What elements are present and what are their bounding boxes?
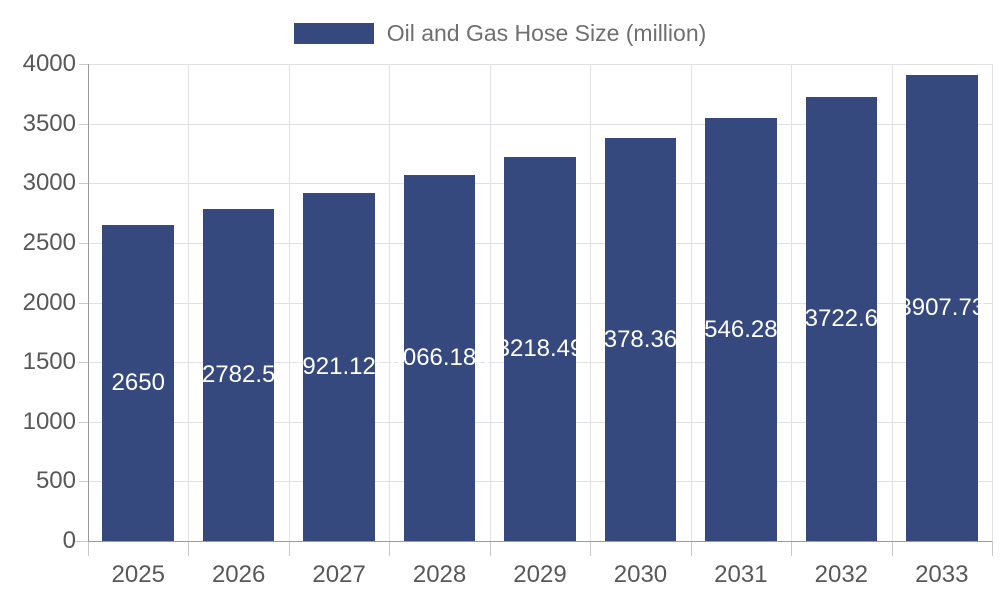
bar-value-label: 3546.287 bbox=[690, 315, 791, 343]
y-tick-label: 3000 bbox=[22, 169, 76, 197]
x-tick-mark bbox=[891, 541, 893, 556]
y-tick-mark bbox=[79, 242, 88, 244]
y-tick-mark bbox=[79, 481, 88, 483]
bar-value-label: 3907.73 bbox=[898, 294, 986, 321]
y-gridline bbox=[88, 123, 992, 125]
bar-2027[interactable] bbox=[303, 192, 375, 541]
bar-value-label: 2782.5 bbox=[201, 361, 276, 389]
x-gridline bbox=[891, 64, 893, 541]
x-gridline bbox=[389, 64, 391, 541]
y-tick-label: 0 bbox=[62, 527, 76, 554]
bar-value-label: 3378.368 bbox=[590, 325, 691, 353]
bar-value-label: 3722.6 bbox=[804, 305, 879, 333]
x-tick-label: 2030 bbox=[613, 561, 668, 588]
y-axis-bottom-extension bbox=[88, 541, 89, 556]
y-tick-label: 1000 bbox=[22, 407, 76, 435]
x-gridline bbox=[590, 64, 592, 541]
x-gridline bbox=[288, 64, 290, 541]
bar-value-label: 3066.185 bbox=[389, 344, 490, 372]
x-tick-label: 2031 bbox=[714, 561, 768, 588]
x-tick-mark bbox=[188, 541, 190, 556]
x-gridline bbox=[489, 64, 491, 541]
y-tick-label: 2000 bbox=[22, 288, 76, 316]
y-tick-label: 3500 bbox=[22, 109, 76, 137]
y-tick-mark bbox=[79, 421, 88, 423]
x-tick-mark bbox=[590, 541, 592, 556]
y-tick-mark bbox=[79, 123, 88, 125]
y-tick-mark bbox=[79, 362, 88, 364]
x-tick-mark bbox=[389, 541, 391, 556]
y-axis-line bbox=[88, 64, 89, 541]
y-gridline bbox=[88, 64, 992, 65]
bar-2025[interactable] bbox=[102, 224, 174, 541]
x-tick-label: 2029 bbox=[513, 561, 567, 588]
bar-2033[interactable] bbox=[906, 75, 978, 541]
x-tick-label: 2032 bbox=[814, 561, 869, 588]
x-axis-line bbox=[88, 541, 992, 542]
x-tick-mark bbox=[489, 541, 491, 556]
x-gridline bbox=[188, 64, 190, 541]
bar-value-label: 3218.49 bbox=[496, 335, 584, 363]
x-gridline bbox=[992, 64, 993, 541]
bar-value-label: 2921.125 bbox=[289, 352, 390, 380]
x-tick-label: 2028 bbox=[412, 561, 467, 588]
x-tick-label: 2025 bbox=[111, 561, 165, 588]
x-tick-mark bbox=[690, 541, 692, 556]
x-tick-mark bbox=[288, 541, 290, 556]
x-tick-mark bbox=[791, 541, 793, 556]
y-tick-label: 2500 bbox=[22, 228, 76, 256]
legend-swatch-icon[interactable] bbox=[293, 23, 374, 44]
bar-2026[interactable] bbox=[202, 209, 275, 541]
x-axis-left-extension bbox=[73, 541, 88, 542]
y-tick-label: 500 bbox=[35, 467, 76, 495]
y-tick-mark bbox=[79, 64, 88, 65]
y-tick-mark bbox=[79, 183, 88, 185]
bar-2028[interactable] bbox=[403, 175, 476, 541]
x-gridline bbox=[791, 64, 793, 541]
x-tick-label: 2026 bbox=[211, 561, 266, 588]
x-tick-mark bbox=[992, 541, 993, 556]
bar-2029[interactable] bbox=[504, 157, 576, 541]
x-tick-label: 2027 bbox=[312, 561, 366, 588]
x-gridline bbox=[690, 64, 692, 541]
y-tick-label: 4000 bbox=[22, 50, 76, 77]
x-tick-label: 2033 bbox=[915, 561, 969, 588]
legend-label[interactable]: Oil and Gas Hose Size (million) bbox=[386, 20, 707, 46]
bar-2031[interactable] bbox=[705, 118, 777, 541]
bar-value-label: 2650 bbox=[111, 368, 165, 396]
y-tick-mark bbox=[79, 302, 88, 304]
bar-2030[interactable] bbox=[604, 138, 677, 541]
chart-legend: Oil and Gas Hose Size (million) bbox=[0, 20, 1000, 47]
y-tick-label: 1500 bbox=[22, 348, 76, 376]
bar-2032[interactable] bbox=[805, 97, 878, 541]
